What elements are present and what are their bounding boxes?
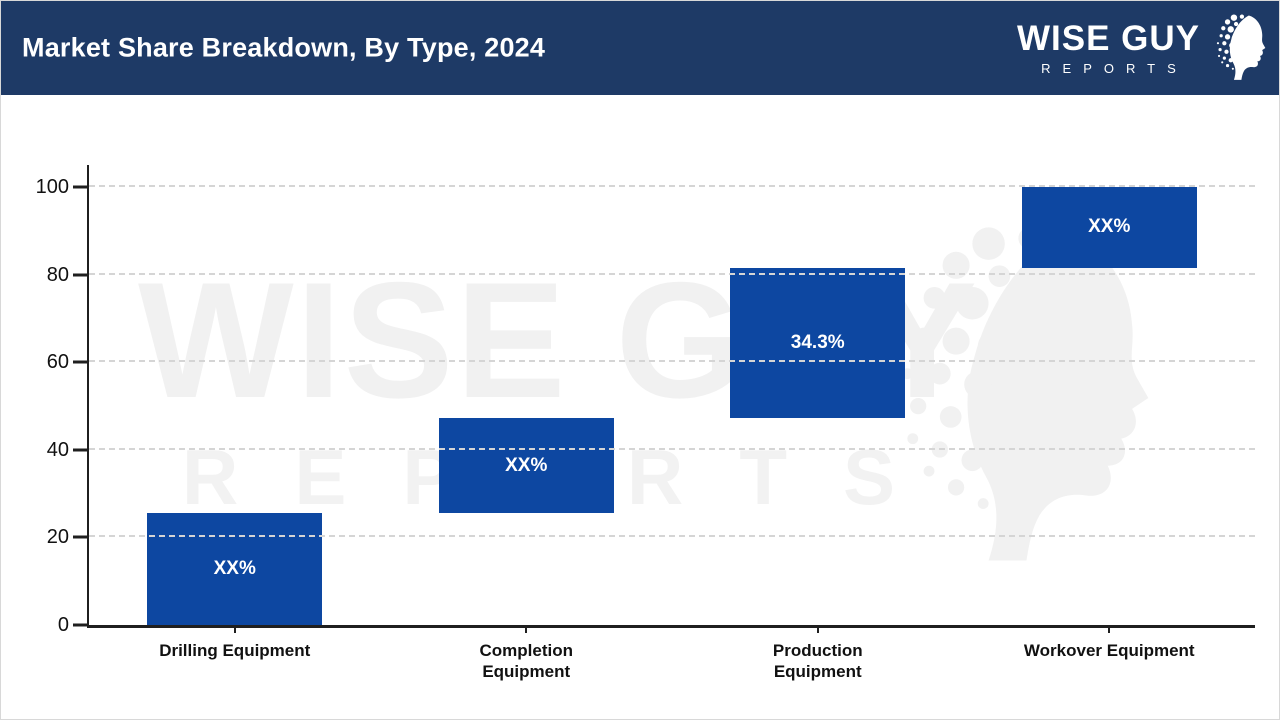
bar-drilling-equipment: XX%: [147, 512, 323, 625]
bar-value-label: XX%: [1088, 216, 1131, 238]
y-axis-line: [87, 165, 89, 625]
y-tick-mark-60: [73, 360, 87, 364]
x-category-label: Completion Equipment: [479, 641, 574, 682]
y-tick-label-100: 100: [35, 175, 69, 198]
gridline-y-80: [89, 272, 1255, 275]
bar-production-equipment: 34.3%: [730, 267, 906, 419]
x-tick-mark: [1108, 625, 1111, 633]
gridline-y-20: [89, 535, 1255, 538]
y-tick-mark-40: [73, 448, 87, 452]
gridline-y-40: [89, 447, 1255, 450]
y-tick-mark-0: [73, 623, 87, 627]
y-tick-label-0: 0: [57, 614, 69, 636]
logo-text-block: WISE GUY REPORTS: [1017, 21, 1200, 76]
x-tick-mark: [816, 625, 819, 633]
bar-completion-equipment: XX%: [438, 418, 614, 513]
y-tick-label-80: 80: [46, 263, 69, 286]
y-tick-mark-20: [73, 535, 87, 539]
page-title: Market Share Breakdown, By Type, 2024: [22, 32, 546, 62]
y-tick-label-60: 60: [46, 351, 69, 374]
bar-workover-equipment: XX%: [1021, 186, 1197, 268]
y-tick-mark-100: [73, 185, 87, 189]
y-tick-label-20: 20: [46, 526, 69, 549]
bar-value-label: XX%: [213, 557, 256, 579]
wise-guy-logo: WISE GUY REPORTS: [1017, 8, 1268, 88]
bar-value-label: 34.3%: [790, 332, 845, 354]
plot-area: 0 20 40 60 80 100 XX% Drilling Equipment XX% Comp…: [36, 165, 1255, 681]
bar-value-label: XX%: [505, 454, 548, 476]
x-tick-mark: [525, 625, 528, 633]
gridline-y-60: [89, 360, 1255, 363]
x-category-label: Drilling Equipment: [159, 641, 311, 660]
y-tick-label-40: 40: [46, 438, 69, 461]
x-tick-mark: [233, 625, 236, 633]
dotted-head-icon: [1216, 14, 1266, 80]
y-tick-mark-80: [73, 273, 87, 277]
x-category-label: Workover Equipment: [1023, 641, 1195, 660]
logo-name-text: WISE GUY: [1016, 18, 1200, 58]
logo-subtitle-text: REPORTS: [1041, 60, 1188, 76]
x-category-label: Production Equipment: [772, 641, 863, 682]
gridline-y-100: [89, 184, 1255, 187]
header-banner: Market Share Breakdown, By Type, 2024 WI…: [0, 0, 1280, 95]
x-axis-line: [87, 625, 1255, 628]
